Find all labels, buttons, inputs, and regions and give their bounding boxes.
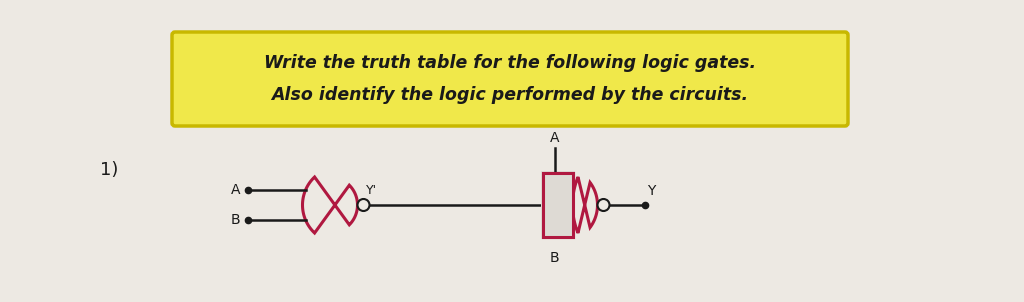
- Polygon shape: [572, 177, 597, 233]
- Text: Also identify the logic performed by the circuits.: Also identify the logic performed by the…: [271, 86, 749, 104]
- Text: Y: Y: [647, 184, 656, 198]
- Text: Y': Y': [366, 185, 377, 198]
- Text: Write the truth table for the following logic gates.: Write the truth table for the following …: [264, 54, 756, 72]
- Polygon shape: [302, 177, 357, 233]
- Text: A: A: [231, 183, 241, 197]
- Bar: [541, 171, 574, 239]
- Bar: [543, 173, 572, 237]
- Text: A: A: [550, 131, 559, 145]
- Circle shape: [597, 199, 609, 211]
- Text: B: B: [550, 251, 559, 265]
- Circle shape: [357, 199, 370, 211]
- FancyBboxPatch shape: [172, 32, 848, 126]
- Text: B: B: [230, 214, 241, 227]
- Bar: [543, 173, 572, 237]
- Text: 1): 1): [100, 161, 119, 179]
